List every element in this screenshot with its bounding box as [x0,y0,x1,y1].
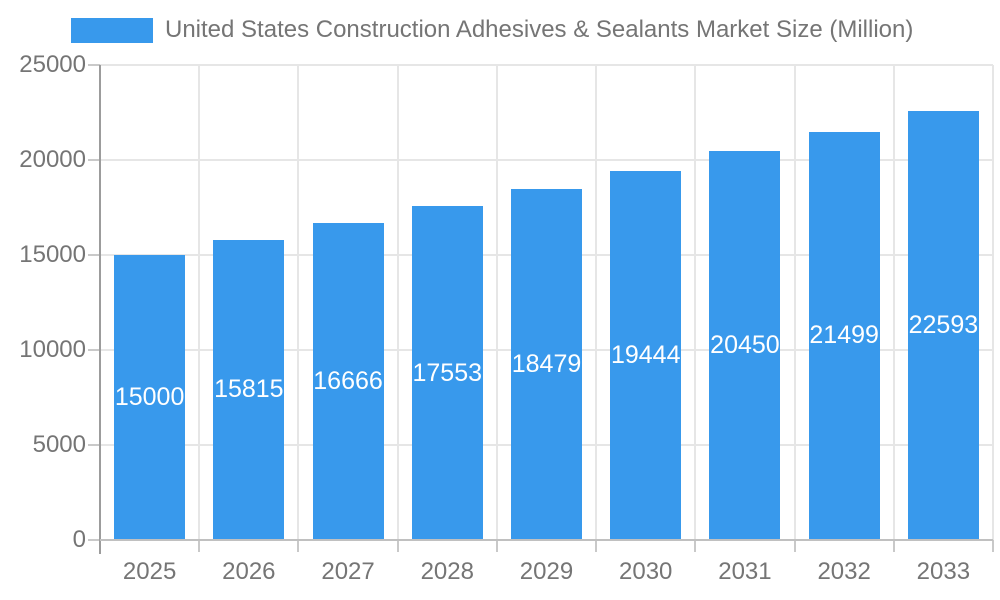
legend-label: United States Construction Adhesives & S… [165,16,914,43]
bar-value-label: 19444 [610,340,681,369]
y-axis-label: 15000 [19,241,86,268]
y-axis-label: 25000 [19,51,86,78]
gridline-vertical [595,65,598,540]
gridline-vertical [198,65,201,540]
x-axis-label: 2029 [519,558,574,585]
bar-value-label: 20450 [710,331,780,360]
gridline-vertical [495,65,498,540]
y-axis-label: 0 [72,526,86,553]
x-axis-label: 2028 [420,558,474,585]
x-axis-line [100,539,993,541]
y-tick [88,349,100,351]
x-tick [992,540,994,552]
x-tick [495,540,498,552]
y-tick [88,64,100,66]
x-tick [694,540,697,552]
gridline-horizontal [100,64,993,66]
x-axis-label: 2032 [817,558,871,585]
bar-2025[interactable] [114,255,186,540]
y-tick [88,444,100,446]
bar-value-label: 16666 [313,367,383,396]
legend-swatch-icon [71,17,153,43]
x-tick [892,540,895,552]
bar-2031[interactable] [709,151,781,540]
bar-value-label: 21499 [809,321,879,350]
gridline-vertical [992,65,994,540]
x-axis-label: 2027 [321,558,375,585]
x-tick [793,540,796,552]
y-axis-line [99,65,101,554]
bar-2027[interactable] [312,223,384,540]
bar-value-label: 15815 [214,375,284,404]
bar-value-label: 18479 [511,349,582,378]
gridline-vertical [297,65,300,540]
y-tick [88,539,100,541]
x-axis-label: 2031 [718,558,772,585]
x-tick [396,540,399,552]
x-tick [198,540,201,552]
bar-value-label: 22593 [908,310,979,339]
y-tick [88,159,100,161]
y-axis-label: 20000 [19,146,86,173]
x-axis-label: 2033 [916,558,971,585]
x-tick [297,540,300,552]
x-tick [595,540,598,552]
x-axis-label: 2025 [122,558,177,585]
gridline-vertical [793,65,796,540]
bar-value-label: 17553 [412,358,483,387]
y-axis-label: 10000 [19,336,86,363]
bar-2029[interactable] [511,188,582,540]
legend[interactable]: United States Construction Adhesives & S… [71,16,914,43]
gridline-vertical [892,65,895,540]
bar-2026[interactable] [213,239,285,540]
bar-2032[interactable] [808,131,880,540]
x-axis-label: 2030 [619,558,673,585]
gridline-vertical [694,65,697,540]
bar-2033[interactable] [907,110,979,540]
y-axis-label: 5000 [32,431,86,458]
gridline-vertical [396,65,399,540]
bar-2030[interactable] [610,170,682,540]
x-axis-label: 2026 [222,558,276,585]
bar-2028[interactable] [411,206,483,540]
y-tick [88,254,100,256]
bar-value-label: 15000 [114,383,185,411]
gridline-horizontal [100,159,993,161]
